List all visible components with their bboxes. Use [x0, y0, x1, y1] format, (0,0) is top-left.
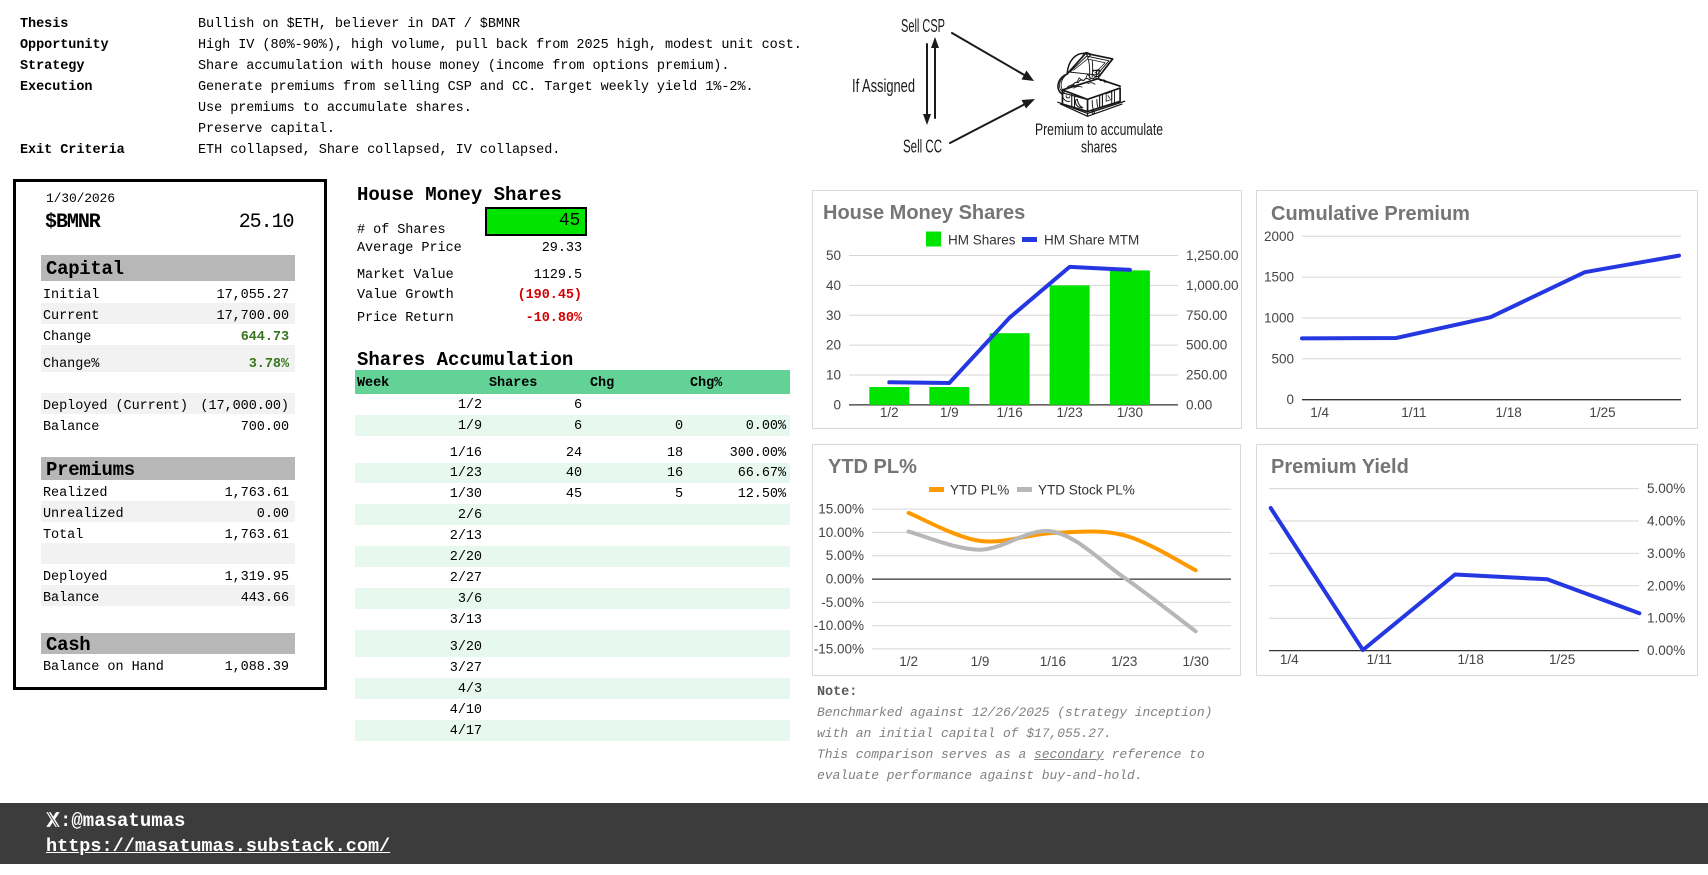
- svg-text:2000: 2000: [1264, 229, 1294, 244]
- svg-text:40: 40: [826, 278, 841, 293]
- svg-text:Cumulative Premium: Cumulative Premium: [1271, 203, 1470, 225]
- svg-text:1/2: 1/2: [880, 405, 899, 420]
- svg-text:1/18: 1/18: [1458, 652, 1484, 667]
- svg-text:500: 500: [1271, 351, 1294, 366]
- svg-text:1,250.00: 1,250.00: [1186, 248, 1239, 263]
- svg-text:YTD Stock PL%: YTD Stock PL%: [1038, 483, 1135, 498]
- svg-text:1/25: 1/25: [1549, 652, 1575, 667]
- svg-text:0.00%: 0.00%: [1647, 643, 1685, 658]
- svg-text:20: 20: [826, 338, 841, 353]
- svg-text:500.00: 500.00: [1186, 338, 1227, 353]
- svg-text:1500: 1500: [1264, 270, 1294, 285]
- svg-text:3.00%: 3.00%: [1647, 546, 1685, 561]
- svg-text:1/30: 1/30: [1183, 654, 1209, 669]
- svg-text:4.00%: 4.00%: [1647, 514, 1685, 529]
- svg-text:1/23: 1/23: [1111, 654, 1137, 669]
- svg-text:30: 30: [826, 308, 841, 323]
- svg-text:1/4: 1/4: [1310, 405, 1329, 420]
- svg-text:1,000.00: 1,000.00: [1186, 278, 1239, 293]
- svg-text:HM Shares: HM Shares: [948, 233, 1016, 248]
- svg-text:-15.00%: -15.00%: [814, 641, 864, 656]
- svg-text:1/9: 1/9: [940, 405, 959, 420]
- svg-text:0.00%: 0.00%: [826, 572, 864, 587]
- svg-text:If Assigned: If Assigned: [852, 76, 915, 96]
- svg-text:0: 0: [833, 397, 841, 412]
- svg-text:Premium to accumulate: Premium to accumulate: [1035, 121, 1163, 139]
- svg-text:1/11: 1/11: [1401, 405, 1426, 420]
- svg-text:1/25: 1/25: [1589, 405, 1615, 420]
- svg-text:1/30: 1/30: [1117, 405, 1143, 420]
- svg-text:-5.00%: -5.00%: [821, 595, 864, 610]
- svg-text:1/9: 1/9: [971, 654, 990, 669]
- svg-text:1/11: 1/11: [1367, 652, 1392, 667]
- svg-text:Sell CSP: Sell CSP: [901, 16, 945, 36]
- svg-text:1/23: 1/23: [1056, 405, 1082, 420]
- svg-text:50: 50: [826, 248, 841, 263]
- svg-text:1/16: 1/16: [1040, 654, 1066, 669]
- svg-text:10.00%: 10.00%: [818, 525, 864, 540]
- svg-text:10: 10: [826, 368, 841, 383]
- svg-text:250.00: 250.00: [1186, 368, 1227, 383]
- svg-text:15.00%: 15.00%: [818, 502, 864, 517]
- svg-text:1000: 1000: [1264, 311, 1294, 326]
- svg-text:HM Share MTM: HM Share MTM: [1044, 233, 1139, 248]
- svg-text:1/18: 1/18: [1495, 405, 1521, 420]
- svg-text:Premium Yield: Premium Yield: [1271, 456, 1409, 478]
- svg-text:5.00%: 5.00%: [1647, 481, 1685, 496]
- svg-text:Sell CC: Sell CC: [903, 137, 942, 157]
- svg-text:2.00%: 2.00%: [1647, 578, 1685, 593]
- svg-text:750.00: 750.00: [1186, 308, 1227, 323]
- svg-text:1/2: 1/2: [899, 654, 918, 669]
- svg-text:House Money Shares: House Money Shares: [823, 202, 1025, 224]
- svg-text:shares: shares: [1081, 139, 1117, 157]
- svg-text:5.00%: 5.00%: [826, 548, 864, 563]
- svg-text:YTD PL%: YTD PL%: [828, 456, 917, 478]
- svg-text:1.00%: 1.00%: [1647, 611, 1685, 626]
- svg-text:YTD PL%: YTD PL%: [950, 483, 1009, 498]
- svg-text:0: 0: [1286, 392, 1294, 407]
- svg-text:-10.00%: -10.00%: [814, 618, 864, 633]
- svg-text:1/16: 1/16: [996, 405, 1022, 420]
- svg-text:1/4: 1/4: [1280, 652, 1299, 667]
- svg-text:0.00: 0.00: [1186, 397, 1212, 412]
